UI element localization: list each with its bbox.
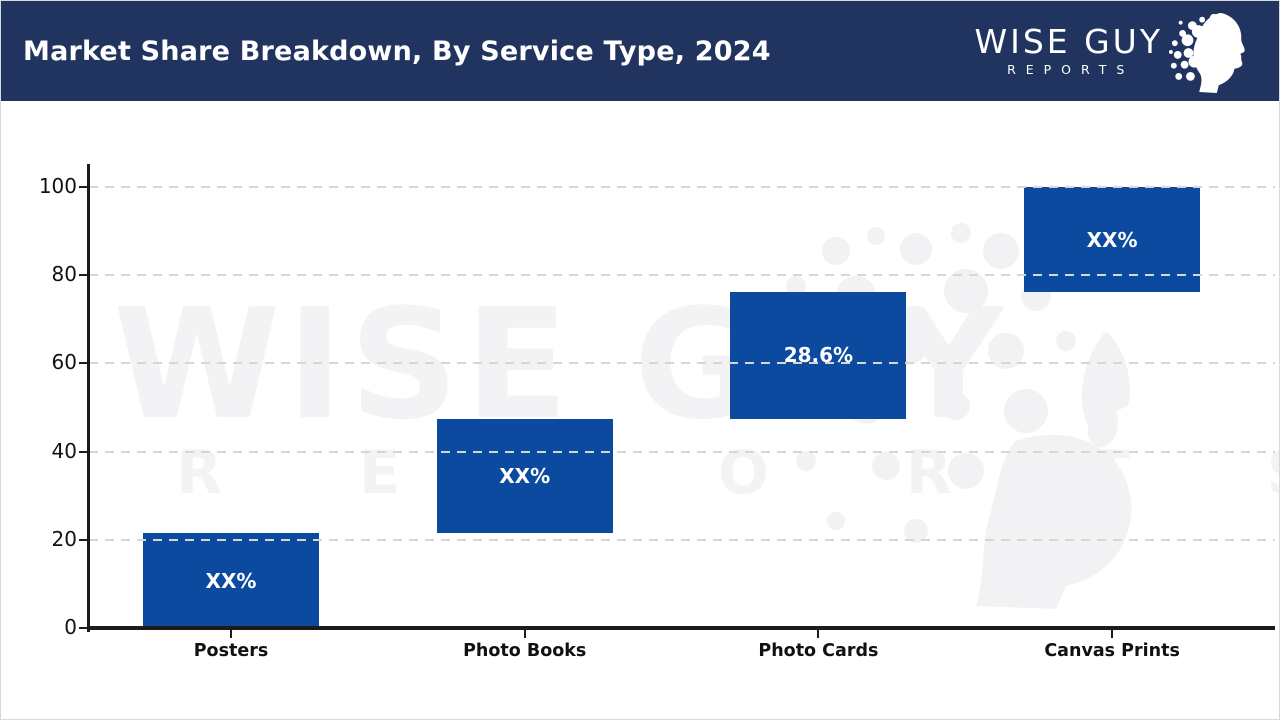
bar-value-label: XX% [205, 568, 257, 593]
y-tick-label-0: 0 [64, 615, 77, 639]
y-tick-label-20: 20 [51, 526, 77, 551]
y-tick-80 [79, 274, 88, 277]
y-tick-label-40: 40 [51, 438, 77, 463]
y-tick-label-100: 100 [38, 174, 77, 198]
gridline-20 [89, 538, 1275, 541]
logo-wordmark-line1: WISE GUY [974, 22, 1163, 62]
y-tick-60 [79, 362, 88, 365]
y-tick-20 [79, 538, 88, 541]
bar-photo-books: XX% [436, 418, 613, 534]
y-tick-40 [79, 450, 88, 453]
header: Market Share Breakdown, By Service Type,… [1, 1, 1279, 101]
y-tick-100 [79, 186, 88, 188]
x-tick-2 [523, 630, 526, 638]
gridline-60 [89, 362, 1275, 365]
x-category-label: Photo Cards [758, 641, 879, 661]
logo-wordmark-line2: REPORTS [1007, 62, 1135, 78]
bar-value-label: XX% [1086, 227, 1138, 252]
y-tick-label-80: 80 [51, 262, 77, 287]
x-category-label: Photo Books [463, 641, 587, 661]
y-axis-line [87, 164, 90, 632]
gridline-100 [89, 186, 1275, 188]
x-tick-3 [817, 630, 820, 638]
gridline-40 [89, 450, 1275, 453]
y-tick-0 [79, 627, 88, 629]
logo-wordmark: WISE GUY REPORTS [974, 25, 1163, 77]
x-tick-4 [1111, 630, 1114, 638]
bar-value-label: XX% [499, 463, 551, 488]
bar-posters: XX% [143, 533, 319, 628]
gridline-80 [89, 274, 1275, 277]
x-category-label: Posters [193, 641, 269, 661]
bar-photo-cards: 28.6% [730, 292, 907, 419]
bar-canvas-prints: XX% [1024, 187, 1201, 293]
page-title: Market Share Breakdown, By Service Type,… [23, 35, 771, 67]
brand-logo: WISE GUY REPORTS [974, 8, 1253, 94]
x-category-label: Canvas Prints [1044, 641, 1180, 661]
y-tick-label-60: 60 [51, 350, 77, 375]
logo-head-icon [1168, 12, 1245, 94]
x-axis-line [87, 626, 1275, 630]
watermark-head-graphic [768, 223, 1132, 609]
x-tick-1 [230, 630, 232, 638]
